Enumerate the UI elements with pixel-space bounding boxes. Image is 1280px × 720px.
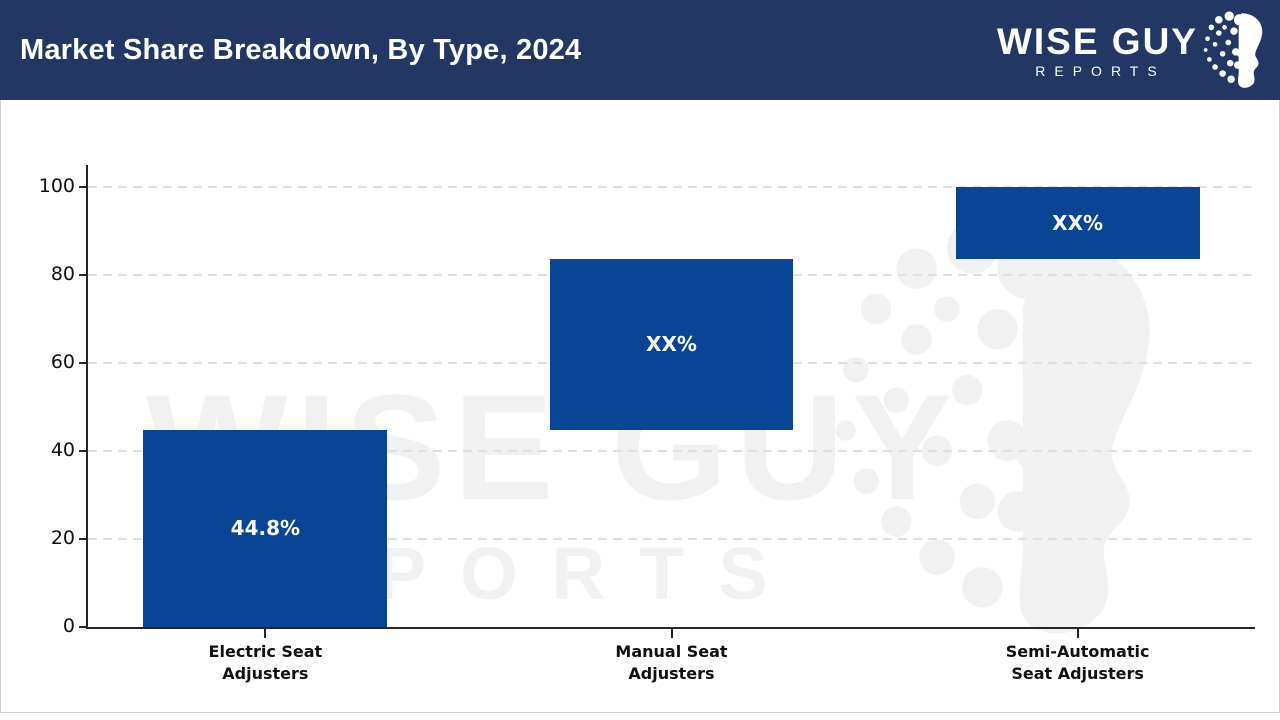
x-axis-tick: [1076, 629, 1079, 638]
y-axis-tick-label: 80: [50, 263, 75, 285]
waterfall-bar: XX%: [955, 187, 1200, 259]
y-axis-tick-label: 100: [38, 175, 75, 197]
y-axis-tick: [79, 450, 87, 452]
y-axis-tick: [79, 186, 87, 188]
category-label: Electric Seat Adjusters: [208, 642, 323, 683]
x-axis-tick: [670, 629, 673, 638]
y-axis-tick-label: 0: [62, 615, 75, 637]
brand-logo: WISE GUY REPORTS: [997, 10, 1266, 90]
gridline: [88, 538, 1255, 540]
brand-logo-text: WISE GUY REPORTS: [997, 23, 1198, 78]
gridline: [88, 186, 1255, 188]
y-axis-line: [86, 165, 88, 629]
bar-value-label: XX%: [646, 332, 697, 357]
y-axis-tick: [79, 538, 87, 540]
waterfall-bar: XX%: [549, 258, 794, 430]
y-axis-tick: [79, 362, 87, 364]
page-title: Market Share Breakdown, By Type, 2024: [20, 33, 582, 66]
y-axis-tick: [79, 274, 87, 276]
bar-value-label: 44.8%: [230, 516, 301, 541]
waterfall-bar: 44.8%: [143, 429, 388, 627]
y-axis-tick-label: 20: [50, 527, 75, 549]
x-axis-tick: [264, 629, 267, 638]
head-profile-logo-icon: [1200, 10, 1266, 90]
y-axis-tick: [79, 626, 87, 628]
category-label: Manual Seat Adjusters: [615, 642, 728, 683]
brand-subtitle: REPORTS: [1035, 62, 1166, 79]
brand-name: WISE GUY: [996, 20, 1198, 62]
y-axis-tick-label: 60: [50, 351, 75, 373]
gridline: [88, 450, 1255, 452]
category-label: Semi-Automatic Seat Adjusters: [1005, 642, 1150, 683]
watermark-head-icon: [815, 218, 1170, 643]
bar-value-label: XX%: [1052, 210, 1104, 235]
y-axis-tick-label: 40: [50, 439, 75, 461]
header-bar: Market Share Breakdown, By Type, 2024 WI…: [0, 0, 1280, 100]
x-axis-line: [86, 627, 1255, 629]
